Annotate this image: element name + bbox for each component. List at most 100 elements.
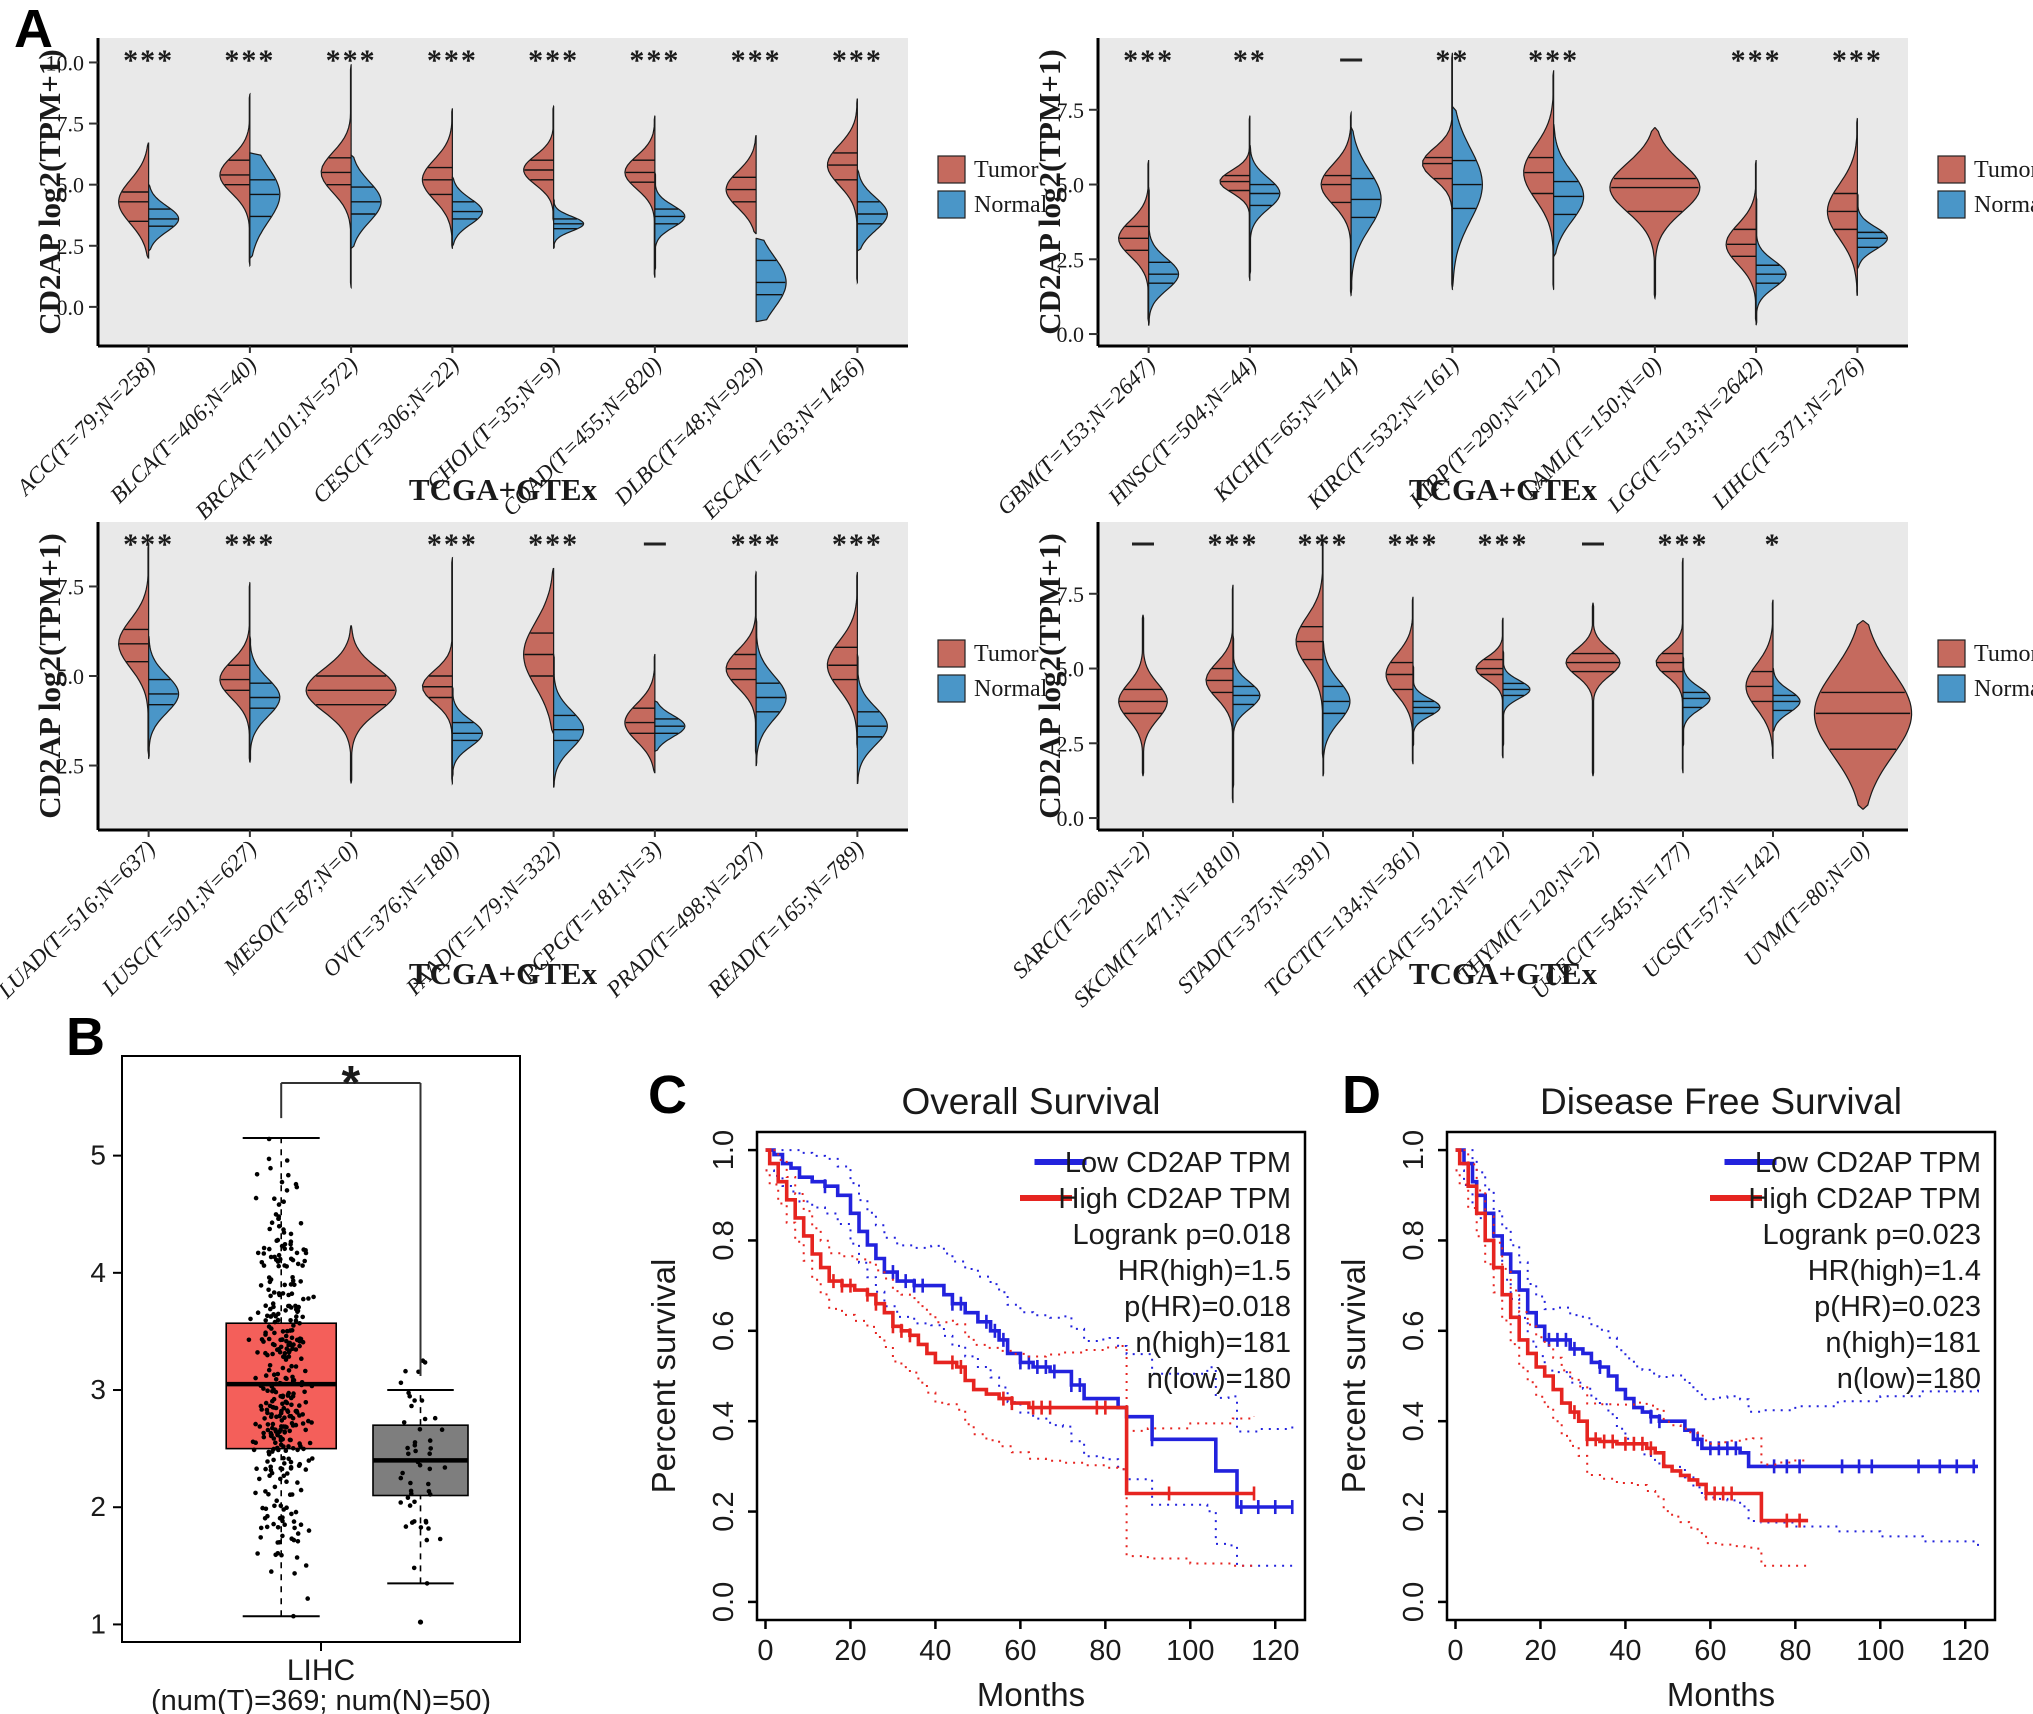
jitter-point (272, 1330, 277, 1336)
group-label: LIHC (287, 1654, 355, 1687)
km-legend: Low CD2AP TPM High CD2AP TPM Logrank p=0.0… (1020, 1147, 1291, 1395)
jitter-point (289, 1511, 294, 1517)
jitter-point (398, 1500, 404, 1505)
y-axis-title: Percent survival (1335, 1259, 1372, 1494)
jitter-point (288, 1305, 294, 1310)
sig-stars: *** (427, 44, 478, 77)
violin-half (624, 653, 656, 774)
jitter-point (260, 1505, 265, 1511)
jitter-point (283, 1448, 289, 1453)
jitter-point (268, 1254, 274, 1260)
jitter-point (403, 1368, 408, 1374)
jitter-point (255, 1250, 261, 1256)
jitter-point (258, 1383, 264, 1388)
jitter-point (427, 1451, 433, 1456)
sig-stars: *** (1123, 44, 1174, 77)
jitter-point (271, 1372, 277, 1377)
jitter-point (257, 1476, 262, 1482)
y-tick-label: 0.8 (1398, 1220, 1430, 1260)
jitter-point (289, 1335, 295, 1341)
jitter-point (298, 1336, 304, 1342)
jitter-point (290, 1346, 295, 1351)
x-axis-title: TCGA+GTEx (409, 956, 598, 991)
sig-stars: *** (832, 44, 883, 77)
jitter-point (253, 1490, 258, 1496)
ci-lower (765, 1169, 1293, 1567)
jitter-point (280, 1401, 285, 1407)
jitter-point (259, 1260, 265, 1265)
jitter-point (284, 1479, 289, 1484)
jitter-point (265, 1427, 271, 1433)
jitter-point (427, 1438, 433, 1443)
jitter-point (293, 1181, 299, 1187)
jitter-point (258, 1283, 264, 1288)
stat-line: p(HR)=0.018 (1124, 1291, 1291, 1323)
jitter-point (279, 1408, 284, 1414)
x-tick-label: 60 (1004, 1635, 1036, 1667)
jitter-point (289, 1536, 294, 1541)
jitter-point (398, 1380, 404, 1386)
legend-swatch-normal (937, 190, 966, 219)
sig-stars: *** (528, 44, 579, 77)
jitter-point (294, 1337, 300, 1343)
y-tick-label: 2.5 (1057, 731, 1085, 756)
jitter-point (293, 1509, 299, 1515)
violin-half (725, 135, 757, 235)
sig-stars: *** (1658, 528, 1709, 561)
jitter-point (276, 1252, 282, 1258)
violin-half (1322, 640, 1351, 777)
jitter-point (286, 1444, 291, 1449)
legend-label-tumor: Tumor (974, 157, 1038, 183)
jitter-point (262, 1416, 267, 1421)
x-axis-title: Months (1667, 1676, 1775, 1713)
jitter-point (253, 1421, 258, 1427)
jitter-point (295, 1447, 300, 1453)
violin-half (1147, 186, 1180, 326)
jitter-point (426, 1526, 431, 1531)
jitter-point (295, 1480, 300, 1485)
legend-swatch-normal (1937, 190, 1966, 219)
y-tick-label: 5 (90, 1140, 106, 1171)
jitter-point (307, 1440, 313, 1446)
violin-half (826, 571, 858, 749)
jitter-point (274, 1498, 279, 1503)
x-tick-label: 0 (757, 1635, 773, 1667)
jitter-point (412, 1499, 417, 1505)
y-tick-label: 0.4 (1398, 1401, 1430, 1441)
y-tick-label: 0.4 (708, 1401, 740, 1441)
jitter-point (306, 1528, 312, 1533)
x-tick-label: 120 (1251, 1635, 1299, 1667)
jitter-point (276, 1224, 282, 1229)
x-axis-title: TCGA+GTEx (1409, 956, 1598, 991)
km-series-high-cd2ap-tpm (765, 1148, 1256, 1567)
x-tick-label: 120 (1941, 1635, 1989, 1667)
x-tick-label: 100 (1856, 1635, 1904, 1667)
panel-a-label: A (14, 0, 53, 59)
jitter-point (282, 1461, 287, 1466)
jitter-point (309, 1383, 315, 1389)
y-tick-label: 0.0 (708, 1582, 740, 1622)
jitter-point (283, 1333, 289, 1339)
x-axis-title: TCGA+GTEx (1409, 472, 1598, 507)
sig-stars: *** (123, 44, 174, 77)
jitter-point (281, 1199, 286, 1204)
jitter-point (272, 1342, 277, 1348)
jitter-point (266, 1336, 272, 1342)
jitter-point (407, 1503, 413, 1508)
jitter-point (298, 1221, 304, 1226)
violin-half (523, 104, 555, 224)
jitter-point (254, 1466, 259, 1471)
jitter-point (266, 1287, 271, 1293)
tumor-normal-legend: Tumor Normal (1937, 155, 2033, 219)
violin-half (1772, 667, 1801, 732)
legend-label-tumor: Tumor (1974, 157, 2033, 183)
y-tick-label: 0.2 (708, 1491, 740, 1531)
jitter-point (257, 1424, 263, 1429)
jitter-point (303, 1563, 309, 1568)
jitter-point (268, 1467, 274, 1473)
y-tick-label: 2.5 (57, 234, 85, 259)
sig-stars: *** (731, 44, 782, 77)
sig-star: * (342, 1057, 361, 1110)
x-tick-label: 100 (1166, 1635, 1214, 1667)
